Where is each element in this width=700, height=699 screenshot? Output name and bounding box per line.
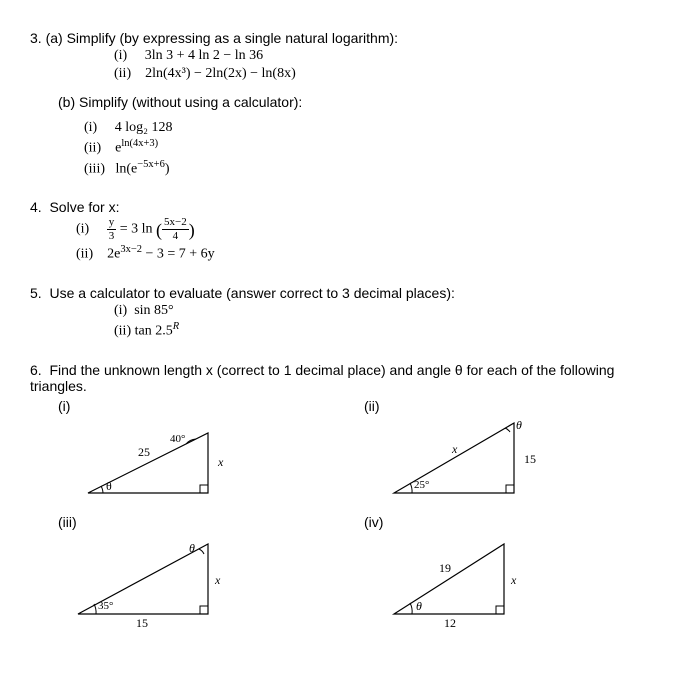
tri-iii-ang-top: θ (189, 541, 195, 555)
q3-a-heading: 3. (a) Simplify (by expressing as a sing… (30, 30, 670, 46)
q5-label: Use a calculator to evaluate (answer cor… (49, 285, 454, 301)
q3-b-label: (b) Simplify (without using a calculator… (58, 94, 302, 110)
close-paren-icon: ) (189, 221, 195, 239)
q3-a-ii-label: (ii) (114, 66, 131, 81)
q3-b-i-expr: 4 log₂ 128 (115, 120, 173, 135)
q3-b-ii-label: (ii) (84, 141, 101, 156)
tri-i-opp: x (217, 455, 224, 469)
q4-i-rhs-frac: 5x−24 (162, 217, 189, 242)
q6-row2: (iii) θ x 35° 15 (iv) 19 x θ 12 (58, 514, 670, 629)
q5-number: 5. (30, 285, 42, 301)
q3-b-i: (i) 4 log₂ 128 (84, 120, 670, 136)
tri-iv-base: 12 (444, 616, 456, 629)
tri-ii-ang-left: 25° (414, 479, 429, 491)
q5-ii-exp: R (173, 321, 179, 332)
q5-i-expr: sin 85° (134, 303, 173, 318)
q6-label: Find the unknown length x (correct to 1 … (30, 362, 614, 394)
tri-iii-opp: x (214, 573, 221, 587)
q4-i-lhs-n: y (107, 217, 117, 230)
q4-ii-label: (ii) (76, 247, 93, 262)
q3-a-i: (i) 3ln 3 + 4 ln 2 − ln 36 (114, 48, 670, 64)
q3-b-ii: (ii) eln(4x+3) (84, 138, 670, 157)
q5-heading: 5. Use a calculator to evaluate (answer … (30, 285, 670, 301)
q3-a-ii-expr: 2ln(4x³) − 2ln(2x) − ln(8x) (145, 66, 296, 81)
triangle-ii-icon: θ x 15 25° (364, 418, 564, 508)
q3-b-iii-fn: ln(e (116, 161, 138, 176)
tri-i-hyp: 25 (138, 445, 150, 459)
q4-i-lhs-frac: y 3 (107, 217, 117, 242)
q4-ii-rest: − 3 = 7 + 6y (142, 247, 215, 262)
tri-iv-hyp: 19 (439, 561, 451, 575)
q3-b-iii-close: ) (165, 161, 170, 176)
q4-i-rhs: (5x−24) (156, 217, 195, 242)
q5-i-label: (i) (114, 303, 127, 318)
q3-a-label: (a) Simplify (by expressing as a single … (46, 30, 398, 46)
q3-b-iii: (iii) ln(e−5x+6) (84, 159, 670, 178)
q3-a-ii: (ii) 2ln(4x³) − 2ln(2x) − ln(8x) (114, 66, 670, 82)
tri-ii-side: 15 (524, 452, 536, 466)
q6-iv-label: (iv) (364, 514, 670, 530)
q6-ii-label: (ii) (364, 398, 670, 414)
question-3: 3. (a) Simplify (by expressing as a sing… (30, 30, 670, 177)
question-4: 4. Solve for x: (i) y 3 = 3 ln (5x−24) (… (30, 199, 670, 263)
q3-b-ii-exp: ln(4x+3) (121, 138, 158, 149)
q6-number: 6. (30, 362, 42, 378)
question-6: 6. Find the unknown length x (correct to… (30, 362, 670, 629)
q6-i-label: (i) (58, 398, 364, 414)
q6-row1: (i) 25 40° x θ (ii) θ x 15 (58, 398, 670, 508)
q4-i-rhs-d: 4 (162, 230, 189, 242)
tri-i-ang-top: 40° (170, 433, 185, 445)
tri-ii-ang-top: θ (516, 418, 522, 432)
q6-iv: (iv) 19 x θ 12 (364, 514, 670, 629)
tri-i-ang-left: θ (106, 479, 112, 493)
q4-i-lhs-d: 3 (107, 230, 117, 242)
q5-ii-label: (ii) (114, 324, 131, 339)
q3-a-i-expr: 3ln 3 + 4 ln 2 − ln 36 (145, 48, 263, 63)
triangle-iv-icon: 19 x θ 12 (364, 534, 554, 629)
q6-iii-label: (iii) (58, 514, 364, 530)
tri-ii-hyp: x (451, 442, 458, 456)
q4-ii: (ii) 2e3x−2 − 3 = 7 + 6y (76, 244, 670, 263)
q4-label: Solve for x: (49, 199, 119, 215)
tri-iii-ang-left: 35° (98, 600, 113, 612)
q5-ii: (ii) tan 2.5R (114, 321, 670, 340)
q3-b-iii-label: (iii) (84, 161, 105, 176)
q4-i: (i) y 3 = 3 ln (5x−24) (76, 217, 670, 242)
q4-ii-expr: 2e (107, 247, 120, 262)
q4-ii-exp: 3x−2 (120, 244, 142, 255)
q4-i-label: (i) (76, 222, 89, 237)
q4-number: 4. (30, 199, 42, 215)
triangle-iii-icon: θ x 35° 15 (58, 534, 248, 629)
q4-heading: 4. Solve for x: (30, 199, 670, 215)
tri-iv-opp: x (510, 573, 517, 587)
q4-i-rhs-n: 5x−2 (162, 217, 189, 230)
triangle-i-icon: 25 40° x θ (58, 418, 248, 508)
q5-ii-expr: tan 2.5 (135, 324, 173, 339)
question-5: 5. Use a calculator to evaluate (answer … (30, 285, 670, 340)
q4-i-eq: = 3 ln (116, 222, 156, 237)
q3-b-heading: (b) Simplify (without using a calculator… (58, 94, 670, 110)
q3-b-iii-exp: −5x+6 (137, 159, 165, 170)
q3-b-i-label: (i) (84, 120, 97, 135)
tri-iii-base: 15 (136, 616, 148, 629)
q6-ii: (ii) θ x 15 25° (364, 398, 670, 508)
q3-number: 3. (30, 30, 42, 46)
q6-heading: 6. Find the unknown length x (correct to… (30, 362, 670, 394)
q6-i: (i) 25 40° x θ (58, 398, 364, 508)
tri-iv-ang-left: θ (416, 599, 422, 613)
q5-i: (i) sin 85° (114, 303, 670, 319)
q3-a-i-label: (i) (114, 48, 127, 63)
q6-iii: (iii) θ x 35° 15 (58, 514, 364, 629)
